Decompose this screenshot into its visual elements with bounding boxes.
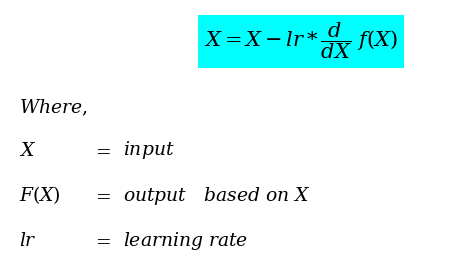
Text: $lr$: $lr$ bbox=[19, 231, 37, 250]
Text: $\it{output} \quad \it{based\ on\ X}$: $\it{output} \quad \it{based\ on\ X}$ bbox=[123, 185, 310, 206]
Text: $\it{input}$: $\it{input}$ bbox=[123, 139, 175, 161]
Text: $\it{Where,}$: $\it{Where,}$ bbox=[19, 98, 88, 118]
Text: $=$: $=$ bbox=[92, 186, 112, 205]
Text: $=$: $=$ bbox=[92, 141, 112, 160]
Text: $X = X - lr * \dfrac{d}{dX}\ f(X)$: $X = X - lr * \dfrac{d}{dX}\ f(X)$ bbox=[204, 21, 398, 61]
Text: $X$: $X$ bbox=[19, 141, 36, 160]
Text: $\it{learning\ rate}$: $\it{learning\ rate}$ bbox=[123, 230, 248, 252]
Text: $=$: $=$ bbox=[92, 231, 112, 250]
Text: $F(X)$: $F(X)$ bbox=[19, 185, 61, 206]
